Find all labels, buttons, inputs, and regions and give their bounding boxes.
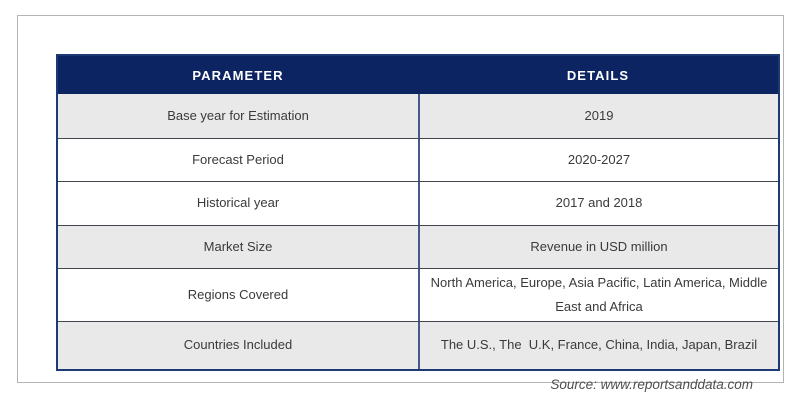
cell-parameter: Regions Covered	[187, 286, 289, 302]
cell-details: North America, Europe, Asia Pacific, Lat…	[418, 269, 778, 321]
cell-parameter: Market Size	[203, 238, 273, 254]
header-details: DETAILS	[566, 67, 630, 83]
table-row: Market Size Revenue in USD million	[58, 225, 778, 268]
cell-parameter: Countries Included	[183, 337, 293, 353]
report-scope-table: PARAMETER DETAILS Base year for Estimati…	[56, 54, 780, 371]
header-parameter: PARAMETER	[192, 67, 284, 83]
cell-details: Revenue in USD million	[418, 226, 778, 268]
cell-parameter: Base year for Estimation	[167, 107, 309, 123]
cell-parameter: Historical year	[196, 195, 280, 211]
table-row: Countries Included The U.S., The U.K, Fr…	[58, 321, 778, 369]
cell-details: The U.S., The U.K, France, China, India,…	[418, 322, 778, 369]
table-card: PARAMETER DETAILS Base year for Estimati…	[17, 15, 784, 392]
cell-parameter: Forecast Period	[192, 151, 284, 167]
table-row: Historical year 2017 and 2018	[58, 181, 778, 225]
table-row: Regions Covered North America, Europe, A…	[58, 268, 778, 321]
table-header-row: PARAMETER DETAILS	[58, 56, 778, 94]
cell-details: 2019	[418, 94, 778, 138]
cell-details: 2017 and 2018	[418, 182, 778, 225]
source-attribution: Source: www.reportsanddata.com	[550, 377, 753, 392]
cell-details: 2020-2027	[418, 139, 778, 181]
table-row: Base year for Estimation 2019	[58, 94, 778, 138]
table-row: Forecast Period 2020-2027	[58, 138, 778, 181]
